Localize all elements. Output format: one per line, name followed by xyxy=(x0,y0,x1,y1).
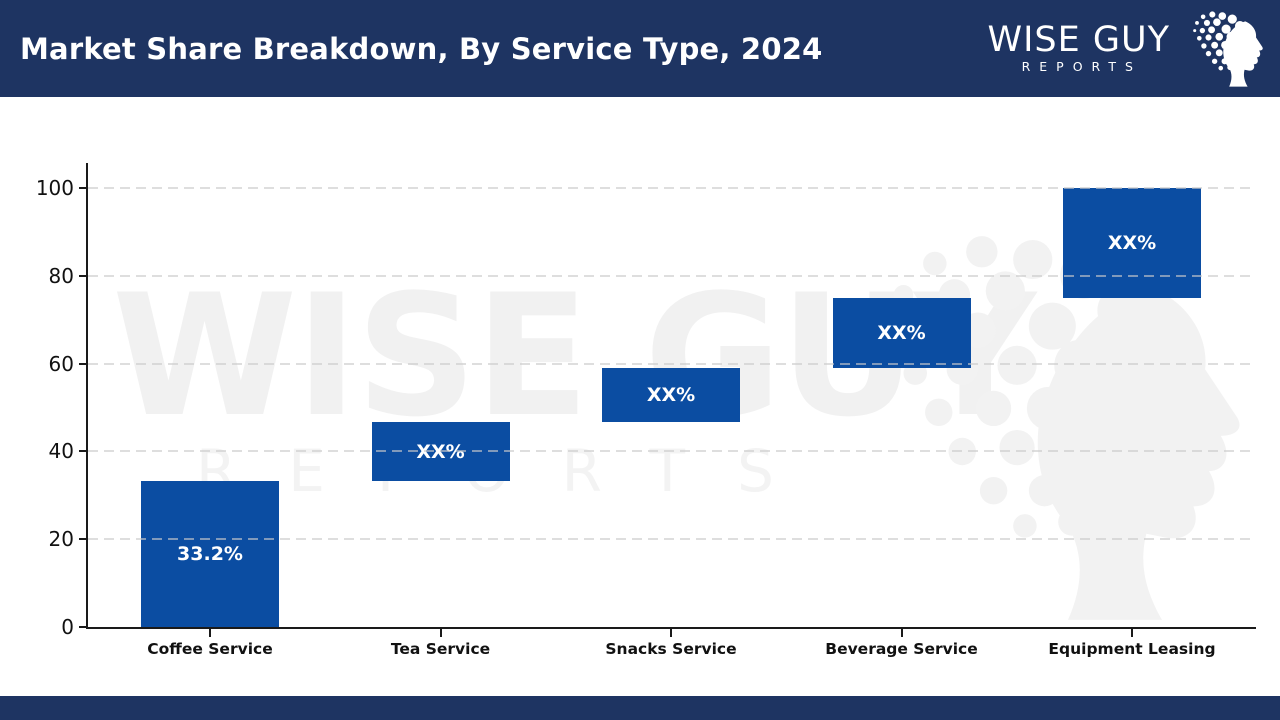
brand-name: WISE GUY xyxy=(987,20,1170,61)
y-axis-tick-label: 100 xyxy=(35,176,74,200)
gridline xyxy=(88,538,1256,541)
gridline xyxy=(88,187,1256,189)
y-axis-tick xyxy=(79,626,87,628)
y-axis-tick xyxy=(79,362,87,365)
x-axis-category-label: Tea Service xyxy=(390,640,491,658)
x-axis-category-label: Coffee Service xyxy=(147,640,273,658)
y-axis-tick-label: 80 xyxy=(48,263,74,288)
header-bar: Market Share Breakdown, By Service Type,… xyxy=(0,0,1280,97)
x-axis-category-label: Beverage Service xyxy=(825,640,978,658)
y-axis-tick xyxy=(79,538,87,541)
bar-value-label: 33.2% xyxy=(177,543,243,566)
gridline xyxy=(88,450,1256,453)
y-axis-tick xyxy=(79,450,87,453)
bar-segment: XX% xyxy=(832,298,971,368)
y-axis-tick-label: 40 xyxy=(48,439,74,464)
chart-title: Market Share Breakdown, By Service Type,… xyxy=(20,31,823,66)
bar-value-label: XX% xyxy=(1107,232,1157,255)
x-axis-tick xyxy=(1131,629,1133,637)
y-axis-tick xyxy=(79,274,87,277)
footer-bar xyxy=(0,696,1280,720)
y-axis-tick-label: 0 xyxy=(61,615,74,639)
bar-segment: XX% xyxy=(602,367,740,422)
bar-value-label: XX% xyxy=(646,383,696,406)
gridline xyxy=(88,274,1256,277)
y-axis-tick-label: 20 xyxy=(48,527,74,552)
brand-logo-text: WISE GUY REPORTS xyxy=(987,23,1170,74)
gridline xyxy=(88,362,1256,365)
bar-segment: 33.2% xyxy=(141,481,279,627)
x-axis-category-label: Equipment Leasing xyxy=(1048,640,1216,658)
x-axis-tick xyxy=(209,629,211,637)
bar-segment: XX% xyxy=(1063,188,1201,299)
logo-face-icon xyxy=(1193,10,1263,87)
x-axis-category-label: Snacks Service xyxy=(605,640,737,658)
y-axis-tick-label: 60 xyxy=(48,351,74,376)
x-axis-tick xyxy=(439,629,442,637)
bar-value-label: XX% xyxy=(877,322,926,345)
y-axis-line xyxy=(86,163,88,629)
x-axis-tick xyxy=(900,629,903,637)
x-axis-line xyxy=(86,627,1256,629)
y-axis-tick xyxy=(79,187,87,189)
brand-subname: REPORTS xyxy=(1021,59,1142,75)
brand-logo: WISE GUY REPORTS xyxy=(987,9,1266,89)
x-axis-tick xyxy=(670,629,672,637)
